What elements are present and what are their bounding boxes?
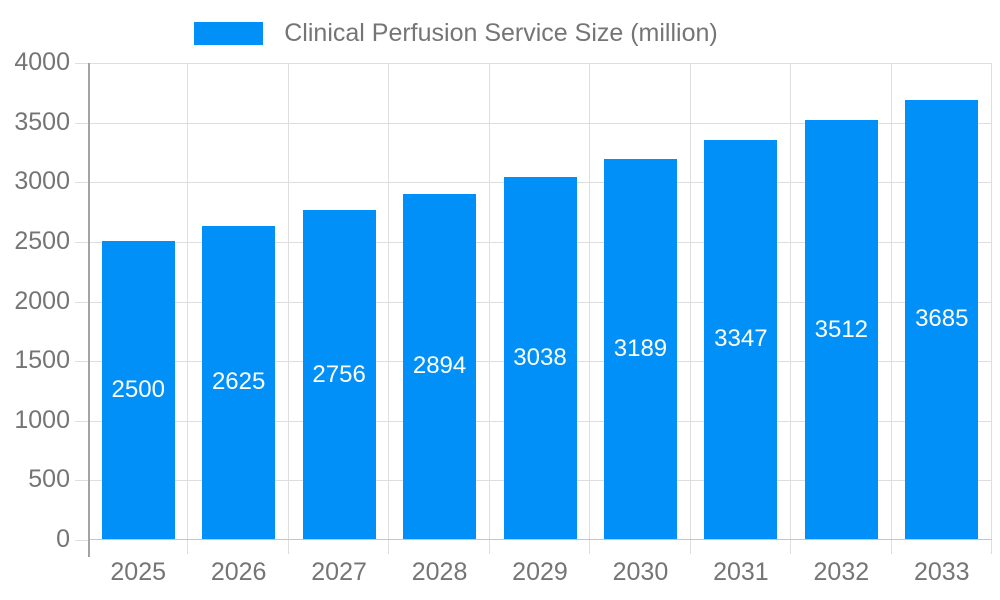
x-tick-mark <box>388 540 390 554</box>
bar[interactable]: 3685 <box>905 99 979 539</box>
bar[interactable]: 3189 <box>603 158 677 539</box>
x-axis-line <box>88 539 992 540</box>
gridline-vertical <box>890 63 892 540</box>
y-axis-tick-label: 1000 <box>14 405 70 434</box>
x-axis-tick-label: 2028 <box>411 558 468 586</box>
gridline-vertical <box>287 63 289 540</box>
x-axis-tick-label: 2033 <box>913 558 970 586</box>
x-axis-tick-label: 2026 <box>210 558 267 586</box>
gridline-vertical <box>790 63 792 540</box>
gridline-vertical <box>689 63 691 540</box>
gridline-vertical <box>589 63 591 540</box>
y-tick-mark <box>75 480 88 482</box>
plot-area: 2500 2625 2756 2894 3038 3189 3347 3512 3685 <box>75 63 992 557</box>
bar[interactable]: 3038 <box>503 176 577 539</box>
y-axis-tick-label: 4000 <box>14 47 70 76</box>
y-tick-mark <box>75 540 88 541</box>
legend-swatch <box>194 22 264 45</box>
y-tick-mark <box>75 122 88 124</box>
y-axis-tick-label: 0 <box>56 524 70 553</box>
y-tick-mark <box>75 420 88 422</box>
x-tick-mark <box>187 540 189 554</box>
gridline-vertical <box>388 63 390 540</box>
y-axis-tick-label: 2500 <box>14 226 70 255</box>
y-axis-line <box>88 63 90 557</box>
x-tick-mark <box>589 540 591 554</box>
x-axis-tick-label: 2029 <box>512 558 568 586</box>
bar-value-label: 3038 <box>513 343 567 371</box>
gridline-vertical <box>187 63 189 540</box>
bar[interactable]: 2756 <box>302 210 376 539</box>
x-tick-mark <box>488 540 490 554</box>
y-axis-tick-label: 500 <box>28 465 70 494</box>
y-tick-mark <box>75 63 88 64</box>
x-axis-tick-label: 2032 <box>813 558 870 586</box>
bar[interactable]: 3512 <box>804 120 878 539</box>
x-tick-mark <box>790 540 792 554</box>
x-tick-mark <box>287 540 289 554</box>
x-axis-tick-label: 2025 <box>110 558 167 586</box>
y-tick-mark <box>75 182 88 184</box>
gridline-vertical <box>488 63 490 540</box>
x-tick-mark <box>991 540 992 554</box>
y-axis-tick-label: 3000 <box>14 167 70 196</box>
bar-value-label: 3512 <box>814 315 869 343</box>
y-tick-mark <box>75 301 88 303</box>
bar-value-label: 2894 <box>412 352 467 380</box>
bar-value-label: 2500 <box>111 375 165 403</box>
x-tick-mark <box>689 540 691 554</box>
y-axis-tick-label: 3500 <box>14 107 70 136</box>
bar-value-label: 3685 <box>915 305 969 333</box>
gridline-horizontal <box>88 63 992 64</box>
bar-value-label: 3189 <box>613 334 668 362</box>
chart-legend[interactable]: Clinical Perfusion Service Size (million… <box>0 19 1000 48</box>
bar-value-label: 2756 <box>312 360 366 388</box>
y-axis-tick-label: 2000 <box>14 286 70 315</box>
x-axis-tick-label: 2031 <box>713 558 769 586</box>
x-tick-mark <box>890 540 892 554</box>
y-axis-tick-label: 1500 <box>14 346 70 375</box>
gridline-horizontal <box>88 122 992 124</box>
y-tick-mark <box>75 241 88 243</box>
bar[interactable]: 2625 <box>202 225 276 539</box>
bar-value-label: 2625 <box>211 368 266 396</box>
y-tick-mark <box>75 361 88 363</box>
bar-value-label: 3347 <box>714 325 768 353</box>
x-axis: 2025 2026 2027 2028 2029 2030 2031 2032 2033 <box>88 540 992 600</box>
bar[interactable]: 3347 <box>704 139 778 539</box>
bar[interactable]: 2500 <box>101 240 175 539</box>
x-axis-tick-label: 2027 <box>311 558 367 586</box>
bar[interactable]: 2894 <box>403 193 477 539</box>
x-axis-tick-label: 2030 <box>612 558 669 586</box>
y-axis: 0 500 1000 1500 2000 2500 3000 3500 4000 <box>0 48 70 553</box>
gridline-vertical <box>991 63 992 540</box>
legend-label: Clinical Perfusion Service Size (million… <box>284 19 718 47</box>
